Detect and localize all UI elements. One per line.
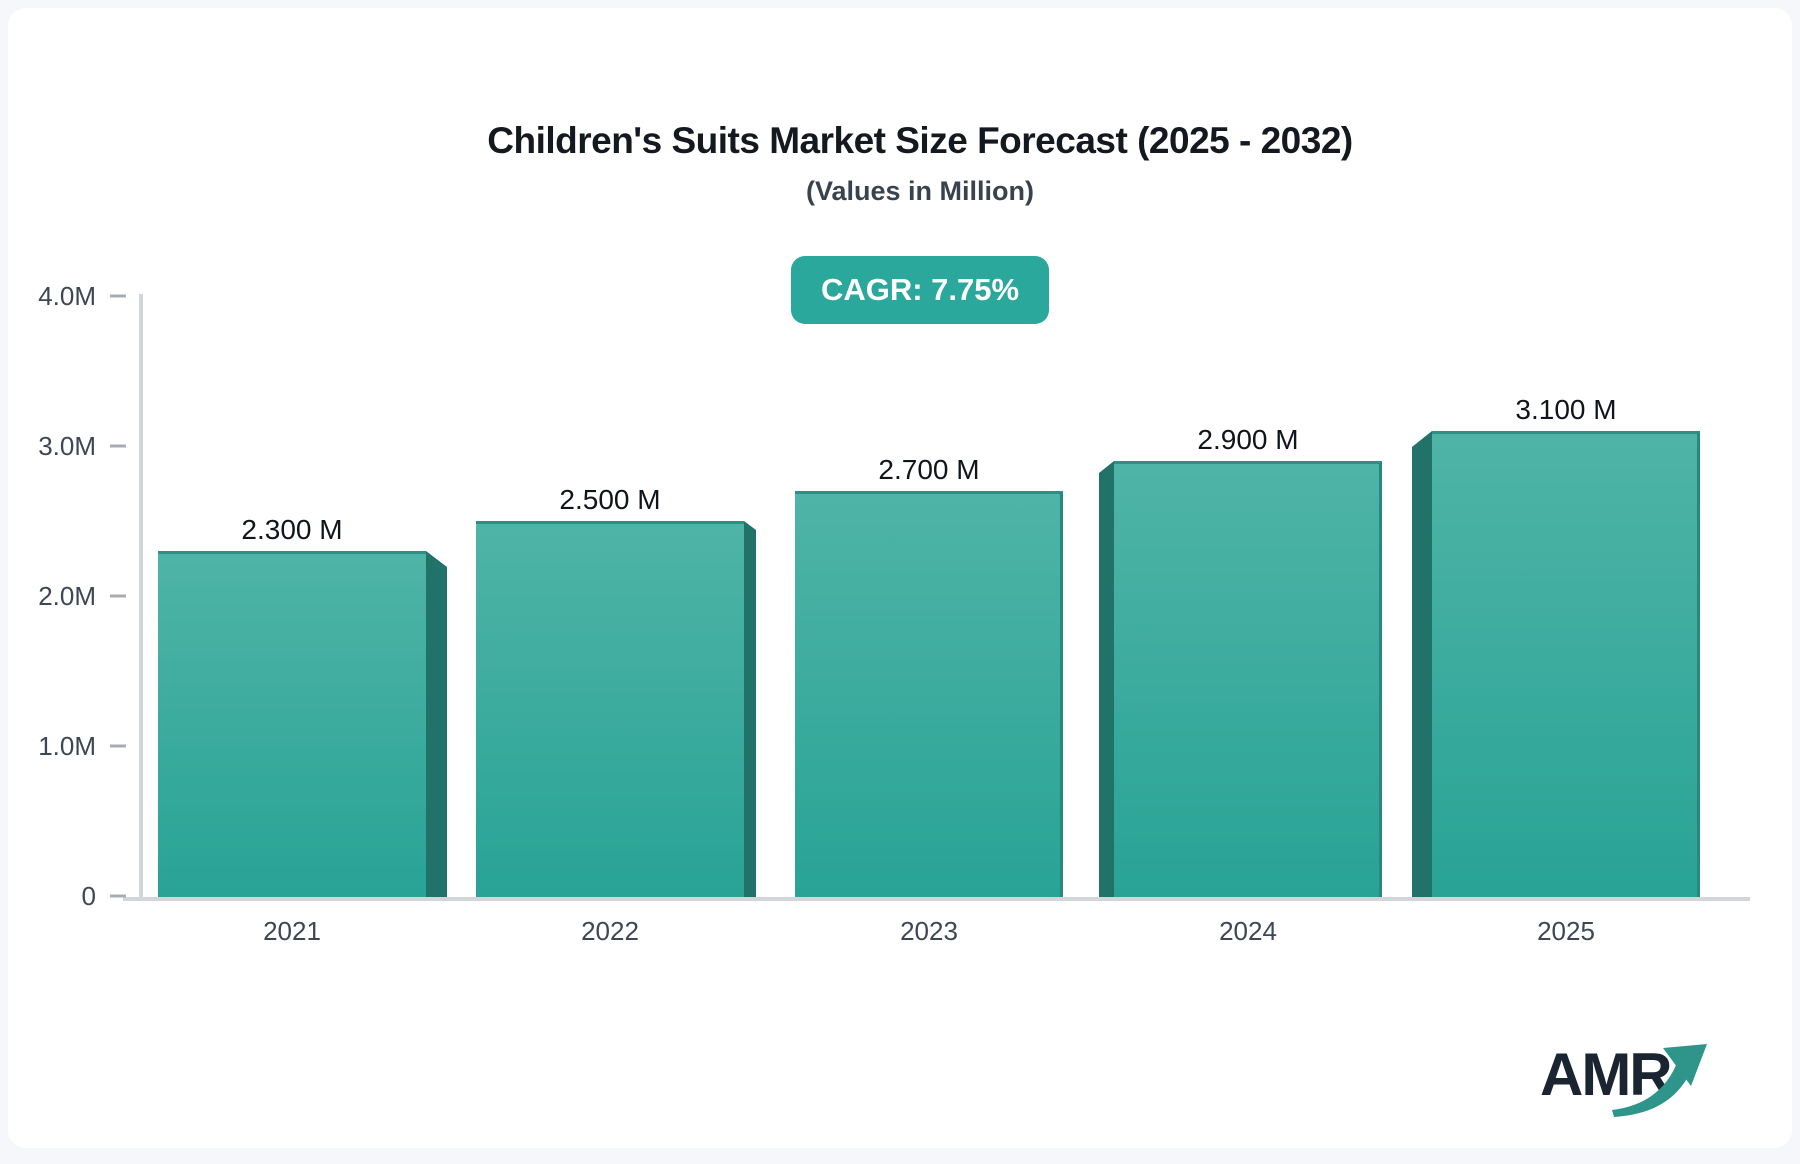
bar-chart-plot: 0 1.0M 2.0M 3.0M 4.0M 2.300 M 2021 2.500 M 2022 2…: [38, 281, 1750, 946]
bar-2023[interactable]: [795, 491, 1063, 897]
bar-value-label: 2.500 M: [559, 484, 660, 515]
y-tick-label: 0: [82, 881, 96, 911]
amr-logo: AMR: [1540, 1034, 1716, 1134]
x-axis-label: 2025: [1537, 916, 1595, 946]
bar-value-label: 2.300 M: [241, 514, 342, 545]
chart-subtitle: (Values in Million): [805, 176, 1035, 206]
y-tick-label: 3.0M: [38, 431, 96, 461]
bar-side-3d: [1412, 431, 1432, 897]
bar-2022[interactable]: [476, 521, 744, 897]
bar-value-label: 2.900 M: [1197, 424, 1298, 455]
x-axis-label: 2022: [581, 916, 639, 946]
x-axis-label: 2021: [263, 916, 321, 946]
bar-value-label: 2.700 M: [878, 454, 979, 485]
bar-2021[interactable]: [158, 551, 426, 897]
bar-side-3d: [744, 521, 756, 897]
x-axis-label: 2024: [1219, 916, 1277, 946]
y-tick-label: 2.0M: [38, 581, 96, 611]
chart-title: Children's Suits Market Size Forecast (2…: [487, 120, 1353, 161]
bar-side-3d: [426, 551, 447, 897]
y-tick-label: 1.0M: [38, 731, 96, 761]
x-axis-label: 2023: [900, 916, 958, 946]
bar-value-label: 3.100 M: [1515, 394, 1616, 425]
bar-2024[interactable]: [1114, 461, 1382, 897]
chart-card: Children's Suits Market Size Forecast (2…: [8, 8, 1792, 1148]
y-tick-label: 4.0M: [38, 281, 96, 311]
cagr-badge: CAGR: 7.75%: [790, 256, 1050, 324]
bar-2025[interactable]: [1432, 431, 1700, 897]
bar-side-3d: [1099, 461, 1114, 897]
growth-arrow-icon: [1612, 1044, 1707, 1117]
